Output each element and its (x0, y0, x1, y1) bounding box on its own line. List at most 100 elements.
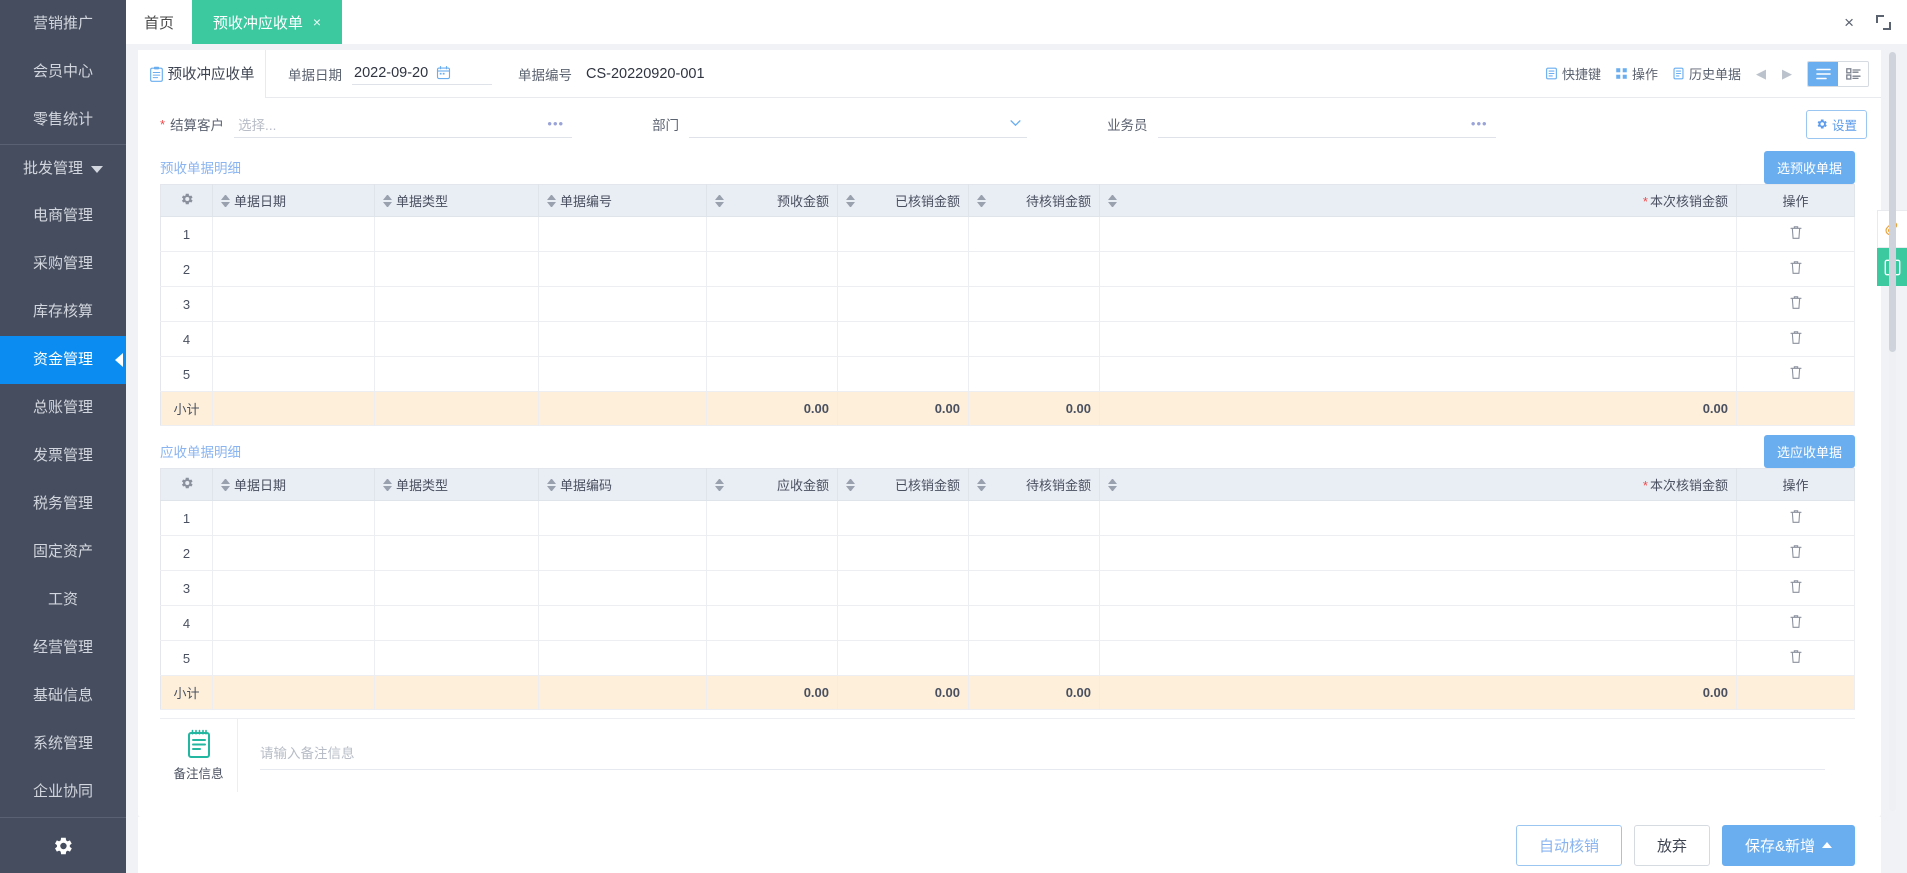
remark-input[interactable]: 请输入备注信息 (260, 742, 1825, 770)
cell-verified-amount[interactable] (837, 286, 969, 322)
cell-doc-date[interactable] (212, 500, 375, 536)
cell-current-verify-amount[interactable] (1099, 216, 1737, 252)
cell-doc-type[interactable] (374, 570, 539, 606)
cell-current-verify-amount[interactable] (1099, 640, 1737, 676)
cell-doc-date[interactable] (212, 251, 375, 287)
cell-pending-amount[interactable] (968, 321, 1100, 357)
cell-doc-code[interactable] (538, 605, 707, 641)
doc-date-field[interactable]: 2022-09-20 (352, 63, 492, 85)
department-select[interactable] (689, 110, 1028, 138)
cell-doc-code[interactable] (538, 500, 707, 536)
cell-current-verify-amount[interactable] (1099, 286, 1737, 322)
column-config[interactable] (160, 468, 213, 501)
auto-verify-button[interactable]: 自动核销 (1515, 824, 1622, 866)
sidebar-item-10[interactable]: 税务管理 (0, 480, 126, 528)
operations-button[interactable]: 操作 (1615, 64, 1658, 83)
delete-icon[interactable] (1789, 330, 1803, 345)
sidebar-item-12[interactable]: 工资 (0, 576, 126, 624)
table-row[interactable]: 5 (160, 640, 1855, 676)
shortcut-key-button[interactable]: 快捷键 (1545, 64, 1601, 83)
discard-button[interactable]: 放弃 (1633, 824, 1710, 866)
cell-receivable-amount[interactable] (706, 605, 838, 641)
cell-prepay-amount[interactable] (706, 251, 838, 287)
salesperson-input[interactable]: ••• (1157, 110, 1496, 138)
sidebar-scroll[interactable]: 营销推广 会员中心 零售统计 批发管理 电商管理 采购管理 库存核算 资金管理 … (0, 0, 126, 817)
cell-pending-amount[interactable] (968, 216, 1100, 252)
sidebar-item-5[interactable]: 采购管理 (0, 240, 126, 288)
cell-doc-no[interactable] (538, 216, 707, 252)
cell-verified-amount[interactable] (837, 640, 969, 676)
column-doc-type[interactable]: 单据类型 (374, 184, 539, 217)
settings-button[interactable]: 设置 (1805, 109, 1867, 139)
pick-receivable-doc-button[interactable]: 选应收单据 (1763, 434, 1855, 468)
table-row[interactable]: 3 (160, 570, 1855, 606)
cell-prepay-amount[interactable] (706, 321, 838, 357)
cell-doc-type[interactable] (374, 286, 539, 322)
cell-receivable-amount[interactable] (706, 640, 838, 676)
cell-prepay-amount[interactable] (706, 286, 838, 322)
cell-pending-amount[interactable] (968, 640, 1100, 676)
column-config[interactable] (160, 184, 213, 217)
sidebar-item-0[interactable]: 营销推广 (0, 0, 126, 48)
cell-receivable-amount[interactable] (706, 570, 838, 606)
cell-doc-type[interactable] (374, 216, 539, 252)
cell-doc-code[interactable] (538, 640, 707, 676)
cell-doc-date[interactable] (212, 605, 375, 641)
cell-prepay-amount[interactable] (706, 216, 838, 252)
cell-doc-type[interactable] (374, 500, 539, 536)
close-icon[interactable]: × (312, 14, 322, 30)
cell-doc-type[interactable] (374, 605, 539, 641)
table-row[interactable]: 4 (160, 605, 1855, 641)
delete-icon[interactable] (1789, 614, 1803, 629)
delete-icon[interactable] (1789, 295, 1803, 310)
delete-icon[interactable] (1789, 365, 1803, 380)
cell-verified-amount[interactable] (837, 356, 969, 392)
cell-pending-amount[interactable] (968, 251, 1100, 287)
column-verified-amount[interactable]: 已核销金额 (837, 468, 969, 501)
table-row[interactable]: 3 (160, 286, 1855, 322)
column-current-verify-amount[interactable]: * 本次核销金额 (1099, 184, 1737, 217)
sidebar-item-3[interactable]: 批发管理 (0, 144, 126, 192)
sidebar-item-1[interactable]: 会员中心 (0, 48, 126, 96)
calendar-icon[interactable] (436, 65, 451, 80)
cell-doc-no[interactable] (538, 251, 707, 287)
cell-verified-amount[interactable] (837, 321, 969, 357)
sidebar-item-11[interactable]: 固定资产 (0, 528, 126, 576)
column-doc-type[interactable]: 单据类型 (374, 468, 539, 501)
column-receivable-amount[interactable]: 应收金额 (706, 468, 838, 501)
cell-doc-date[interactable] (212, 356, 375, 392)
cell-verified-amount[interactable] (837, 535, 969, 571)
cell-current-verify-amount[interactable] (1099, 500, 1737, 536)
cell-doc-no[interactable] (538, 321, 707, 357)
cell-doc-date[interactable] (212, 216, 375, 252)
expand-icon[interactable] (1876, 14, 1891, 30)
vertical-scrollbar[interactable] (1889, 52, 1896, 811)
cell-doc-date[interactable] (212, 286, 375, 322)
cell-pending-amount[interactable] (968, 605, 1100, 641)
cell-verified-amount[interactable] (837, 251, 969, 287)
table-row[interactable]: 2 (160, 535, 1855, 571)
tab-prepay-offset[interactable]: 预收冲应收单 × (192, 0, 343, 44)
cell-current-verify-amount[interactable] (1099, 356, 1737, 392)
cell-pending-amount[interactable] (968, 286, 1100, 322)
table-row[interactable]: 2 (160, 251, 1855, 287)
sidebar-settings[interactable] (0, 817, 126, 873)
tab-home[interactable]: 首页 (126, 0, 192, 44)
prev-doc-arrow[interactable]: ◀ (1756, 65, 1766, 81)
scrollbar-thumb[interactable] (1889, 52, 1896, 352)
section-title[interactable]: 应收单据明细 (160, 445, 241, 460)
delete-icon[interactable] (1789, 225, 1803, 240)
column-doc-date[interactable]: 单据日期 (212, 468, 375, 501)
sidebar-item-9[interactable]: 发票管理 (0, 432, 126, 480)
cell-pending-amount[interactable] (968, 500, 1100, 536)
cell-doc-code[interactable] (538, 535, 707, 571)
sidebar-item-16[interactable]: 企业协同 (0, 768, 126, 816)
column-prepay-amount[interactable]: 预收金额 (706, 184, 838, 217)
section-title[interactable]: 预收单据明细 (160, 161, 241, 176)
column-pending-amount[interactable]: 待核销金额 (968, 468, 1100, 501)
sidebar-item-4[interactable]: 电商管理 (0, 192, 126, 240)
column-doc-code[interactable]: 单据编码 (538, 468, 707, 501)
cell-doc-date[interactable] (212, 570, 375, 606)
cell-doc-type[interactable] (374, 640, 539, 676)
settlement-customer-input[interactable]: 选择... ••• (234, 110, 573, 138)
